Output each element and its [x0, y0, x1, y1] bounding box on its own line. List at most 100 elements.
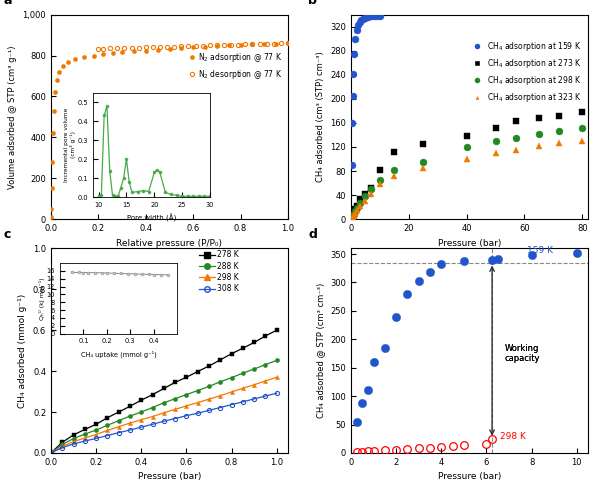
- 278 K: [183, 375, 190, 380]
- N$_2$ desorption @ 77 K: [206, 42, 214, 48]
- N$_2$ adsorption @ 77 K: [142, 48, 149, 54]
- 298 K: [115, 424, 122, 430]
- N$_2$ desorption @ 77 K: [178, 43, 185, 49]
- Text: Working
capacity: Working capacity: [505, 344, 540, 363]
- N$_2$ desorption @ 77 K: [107, 45, 114, 51]
- Legend: CH$_4$ adsorption at 159 K, CH$_4$ adsorption at 273 K, CH$_4$ adsorption at 298: CH$_4$ adsorption at 159 K, CH$_4$ adsor…: [467, 38, 584, 106]
- Legend: 278 K, 288 K, 298 K, 308 K: 278 K, 288 K, 298 K, 308 K: [197, 248, 241, 296]
- Y-axis label: Incremental pore volume
(cm³ g⁻¹): Incremental pore volume (cm³ g⁻¹): [64, 108, 76, 182]
- N$_2$ desorption @ 77 K: [249, 41, 256, 47]
- N$_2$ desorption @ 77 K: [185, 43, 192, 49]
- 288 K: [183, 392, 190, 397]
- N$_2$ adsorption @ 77 K: [59, 63, 67, 69]
- 288 K: [59, 441, 66, 447]
- 308 K: [262, 393, 269, 399]
- N$_2$ adsorption @ 77 K: [71, 56, 79, 62]
- 278 K: [47, 450, 55, 456]
- 278 K: [217, 357, 224, 363]
- 308 K: [92, 435, 100, 441]
- N$_2$ adsorption @ 77 K: [64, 59, 71, 65]
- Y-axis label: CH₄ adsorbed (cm³ (STP) cm⁻³): CH₄ adsorbed (cm³ (STP) cm⁻³): [316, 52, 325, 182]
- N$_2$ desorption @ 77 K: [199, 43, 206, 49]
- N$_2$ adsorption @ 77 K: [154, 47, 161, 53]
- 308 K: [172, 415, 179, 421]
- 308 K: [160, 418, 167, 424]
- 278 K: [205, 363, 212, 369]
- N$_2$ desorption @ 77 K: [214, 42, 221, 48]
- N$_2$ adsorption @ 77 K: [49, 131, 56, 136]
- 288 K: [262, 362, 269, 368]
- 308 K: [104, 432, 111, 438]
- Legend: N$_2$ adsorption @ 77 K, N$_2$ desorption @ 77 K: N$_2$ adsorption @ 77 K, N$_2$ desorptio…: [186, 49, 284, 83]
- 308 K: [149, 421, 156, 427]
- 298 K: [92, 431, 100, 437]
- N$_2$ desorption @ 77 K: [270, 41, 277, 47]
- Text: c: c: [4, 228, 11, 241]
- N$_2$ adsorption @ 77 K: [48, 186, 55, 191]
- 308 K: [239, 399, 247, 405]
- Y-axis label: Qₕᴼ (kJ mol⁻¹): Qₕᴼ (kJ mol⁻¹): [40, 277, 46, 319]
- 288 K: [137, 409, 145, 415]
- N$_2$ adsorption @ 77 K: [237, 42, 244, 48]
- 278 K: [81, 427, 88, 432]
- X-axis label: Pressure (bar): Pressure (bar): [138, 472, 201, 481]
- N$_2$ desorption @ 77 K: [142, 44, 149, 50]
- X-axis label: Pressure (bar): Pressure (bar): [438, 472, 501, 481]
- 278 K: [137, 397, 145, 403]
- N$_2$ adsorption @ 77 K: [130, 49, 137, 55]
- 308 K: [228, 402, 235, 408]
- Line: N$_2$ adsorption @ 77 K: N$_2$ adsorption @ 77 K: [49, 41, 290, 219]
- 278 K: [59, 439, 66, 445]
- N$_2$ adsorption @ 77 K: [178, 45, 185, 51]
- 308 K: [194, 411, 202, 416]
- X-axis label: Pressure (bar): Pressure (bar): [438, 239, 501, 247]
- N$_2$ desorption @ 77 K: [170, 44, 178, 50]
- N$_2$ adsorption @ 77 K: [166, 46, 173, 52]
- 278 K: [127, 403, 134, 409]
- 308 K: [251, 396, 258, 402]
- 288 K: [160, 400, 167, 406]
- 288 K: [149, 405, 156, 411]
- N$_2$ desorption @ 77 K: [164, 44, 171, 50]
- 288 K: [127, 413, 134, 419]
- N$_2$ desorption @ 77 K: [277, 40, 284, 46]
- N$_2$ adsorption @ 77 K: [47, 214, 55, 220]
- 298 K: [194, 400, 202, 406]
- Text: 298 K: 298 K: [500, 431, 526, 441]
- 308 K: [81, 438, 88, 444]
- N$_2$ desorption @ 77 K: [284, 40, 292, 46]
- N$_2$ adsorption @ 77 K: [261, 41, 268, 47]
- N$_2$ desorption @ 77 K: [128, 45, 135, 51]
- N$_2$ desorption @ 77 K: [227, 42, 235, 48]
- 298 K: [149, 413, 156, 419]
- 278 K: [239, 345, 247, 351]
- 298 K: [59, 444, 66, 450]
- X-axis label: Pore width (Å): Pore width (Å): [127, 214, 176, 222]
- 288 K: [115, 418, 122, 424]
- 288 K: [104, 422, 111, 428]
- N$_2$ desorption @ 77 K: [149, 44, 157, 50]
- Text: d: d: [308, 228, 317, 241]
- X-axis label: CH₄ uptake (mmol g⁻¹): CH₄ uptake (mmol g⁻¹): [80, 350, 157, 357]
- 308 K: [127, 427, 134, 433]
- N$_2$ adsorption @ 77 K: [47, 206, 55, 212]
- N$_2$ adsorption @ 77 K: [225, 42, 232, 48]
- N$_2$ adsorption @ 77 K: [109, 50, 116, 56]
- N$_2$ desorption @ 77 K: [220, 42, 227, 48]
- Line: N$_2$ desorption @ 77 K: N$_2$ desorption @ 77 K: [97, 41, 290, 51]
- Line: 298 K: 298 K: [49, 375, 279, 455]
- Text: 159 K: 159 K: [527, 246, 553, 255]
- 298 K: [137, 417, 145, 423]
- 288 K: [172, 396, 179, 402]
- 278 K: [251, 339, 258, 345]
- 298 K: [183, 403, 190, 409]
- N$_2$ desorption @ 77 K: [135, 45, 142, 51]
- Y-axis label: Volume adsorbed @ STP (cm³ g⁻¹): Volume adsorbed @ STP (cm³ g⁻¹): [8, 45, 17, 188]
- 298 K: [70, 439, 77, 445]
- 308 K: [273, 390, 280, 396]
- 298 K: [262, 378, 269, 384]
- 278 K: [160, 386, 167, 392]
- 308 K: [137, 424, 145, 430]
- 288 K: [194, 388, 202, 393]
- 278 K: [172, 379, 179, 385]
